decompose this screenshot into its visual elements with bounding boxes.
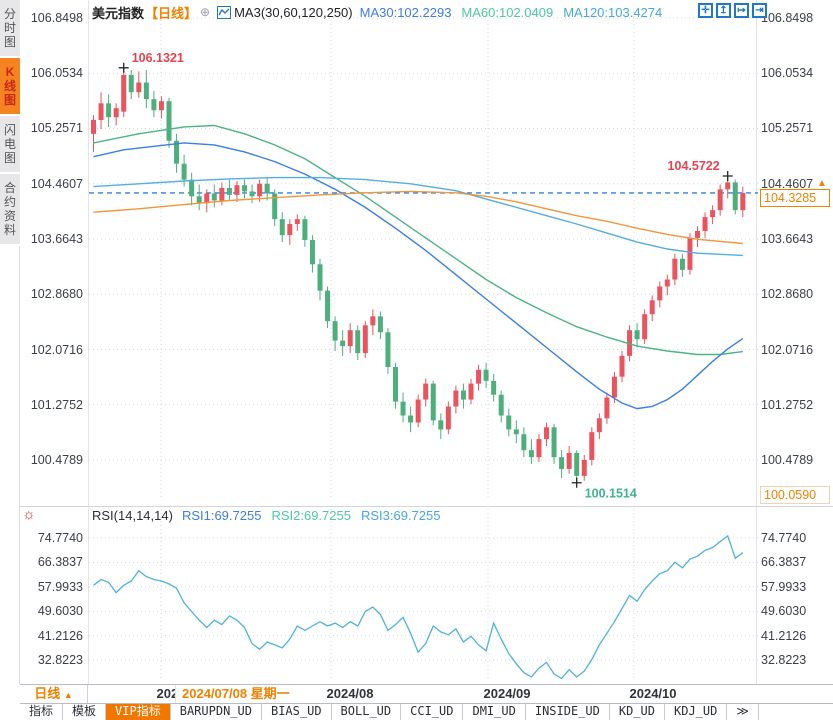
current-price-value: 104.3285: [764, 190, 817, 205]
rsi-indicator-chart[interactable]: [88, 507, 758, 684]
svg-text:100.1514: 100.1514: [585, 487, 637, 501]
y-axis-label: 102.8680: [30, 287, 83, 302]
indicator-tab-BIAS_UD[interactable]: BIAS_UD: [262, 704, 332, 720]
main-candlestick-chart[interactable]: 106.1321 104.5722 100.1514: [88, 0, 758, 506]
y-axis-label: 106.8498: [30, 11, 83, 25]
sidebar-tab-K线图[interactable]: K线图: [0, 58, 20, 116]
scale-right-icon[interactable]: ↦: [734, 3, 749, 18]
y-axis-label: 102.0716: [30, 342, 83, 357]
y-axis-label: 49.6030: [37, 604, 83, 619]
indicator-toolbar: 指标 模板 VIP指标 BARUPDN_UD BIAS_UD BOLL_UD CCI_UD D…: [20, 704, 833, 720]
svg-text:106.1321: 106.1321: [132, 51, 184, 65]
y-axis-label: 41.2126: [37, 628, 83, 643]
svg-text:104.5722: 104.5722: [668, 159, 720, 173]
sidebar-tab-闪电图[interactable]: 闪电图: [0, 116, 20, 174]
y-axis-label: 32.8223: [37, 653, 83, 667]
price-up-marker: ▲: [817, 177, 827, 189]
rsi-values: RSI1:69.7255 RSI2:69.7255 RSI3:69.7255: [182, 508, 441, 523]
indicator-tab-VIP指标[interactable]: VIP指标: [106, 704, 171, 720]
rsi-value-label: RSI3:69.7255: [360, 508, 441, 523]
pan-icon[interactable]: ✛: [698, 3, 713, 18]
y-axis-label: 100.4789: [761, 453, 814, 467]
indicator-tab-CCI_UD[interactable]: CCI_UD: [401, 704, 464, 720]
crosshair-date-label: 2024/07/08 星期一: [175, 685, 296, 703]
y-axis-right: 104.3285 ▲ 100.0590 106.8498 106.0534 105.…: [759, 0, 833, 720]
y-axis-label: 104.4607: [761, 176, 814, 191]
scale-left-icon[interactable]: ↥: [716, 3, 731, 18]
indicator-tab-模板[interactable]: 模板: [63, 704, 107, 720]
symbol-name: 美元指数: [92, 5, 145, 21]
ma-value-label: MA60:102.0409: [461, 4, 554, 20]
indicator-tab-BARUPDN_UD[interactable]: BARUPDN_UD: [171, 704, 262, 720]
chevron-up-icon: ▲: [63, 690, 73, 700]
ma-value-label: MA120:103.4274: [563, 4, 663, 20]
y-axis-label: 104.4607: [30, 176, 83, 191]
y-axis-label: 74.7740: [761, 531, 807, 545]
y-axis-label: 57.9933: [37, 579, 83, 594]
x-axis-month-label: 2024/08: [326, 686, 374, 701]
indicator-tab-DMI_UD[interactable]: DMI_UD: [463, 704, 526, 720]
sidebar-tab-分时图[interactable]: 分时图: [0, 0, 20, 58]
chart-type-sidebar: 分时图 K线图 闪电图 合约资料: [0, 0, 20, 684]
indicator-tab-INSIDE_UD[interactable]: INSIDE_UD: [526, 704, 610, 720]
indicator-tab-≫[interactable]: ≫: [727, 704, 759, 720]
y-axis-label: 105.2571: [761, 121, 814, 136]
rsi-value-label: RSI2:69.7255: [271, 508, 351, 523]
rsi-value-label: RSI1:69.7255: [181, 508, 262, 523]
y-axis-left: 106.8498 106.0534 105.2571 104.4607 103.6643…: [20, 0, 86, 720]
ma-values: MA30:102.2293 MA60:102.0409 MA120:103.4274: [360, 5, 663, 20]
y-axis-label: 101.2752: [761, 397, 814, 412]
y-axis-label: 102.0716: [761, 342, 814, 357]
panel-divider[interactable]: [20, 506, 833, 507]
y-axis-label: 102.8680: [761, 287, 814, 302]
y-axis-label: 106.0534: [761, 66, 814, 81]
y-axis-label: 74.7740: [37, 531, 83, 545]
sidebar-tab-合约资料[interactable]: 合约资料: [0, 174, 20, 246]
y-axis-label: 57.9933: [761, 579, 807, 594]
y-axis-label: 101.2752: [30, 397, 83, 412]
y-axis-label: 100.4789: [30, 453, 83, 467]
jump-latest-icon[interactable]: ⇥: [752, 3, 767, 18]
y-axis-label: 103.6643: [30, 232, 83, 246]
indicator-tab-KDJ_UD[interactable]: KDJ_UD: [665, 704, 728, 720]
y-axis-label: 66.3837: [761, 555, 807, 570]
y-axis-label: 106.0534: [30, 66, 83, 81]
indicator-tab-指标[interactable]: 指标: [20, 704, 64, 720]
period-tag: 【日线】: [145, 5, 198, 21]
indicator-settings-icon[interactable]: ☼: [22, 506, 36, 523]
x-axis-month-label: 2024/10: [629, 686, 677, 701]
ma-chart-icon: [217, 5, 232, 19]
range-low-label: 100.0590: [760, 486, 830, 504]
period-selector[interactable]: 日线 ▲: [20, 685, 88, 703]
main-chart-header: 美元指数 【日线】 ⊕ MA3(30,60,120,250) MA30:102.…: [92, 3, 662, 21]
period-selector-label: 日线: [34, 686, 61, 701]
rsi-title: RSI(14,14,14): [92, 508, 173, 523]
ma-group-label: MA3(30,60,120,250): [234, 4, 353, 20]
y-axis-label: 41.2126: [761, 628, 807, 643]
y-axis-label: 106.8498: [761, 11, 814, 25]
chart-toolbar-icons: ✛ ↥ ↦ ⇥: [698, 3, 767, 18]
y-axis-label: 49.6030: [761, 604, 807, 619]
y-axis-label: 66.3837: [37, 555, 83, 570]
ma-value-label: MA30:102.2293: [359, 4, 452, 20]
indicator-tab-KD_UD[interactable]: KD_UD: [610, 704, 665, 720]
y-axis-label: 105.2571: [30, 121, 83, 136]
rsi-header: RSI(14,14,14) RSI1:69.7255 RSI2:69.7255 RS…: [92, 508, 440, 523]
y-axis-label: 103.6643: [761, 232, 814, 246]
y-axis-label: 32.8223: [761, 653, 807, 667]
indicator-tab-BOLL_UD[interactable]: BOLL_UD: [332, 704, 402, 720]
current-price-tag: 104.3285: [760, 188, 830, 207]
x-axis-month-label: 2024/09: [483, 686, 531, 701]
link-icon[interactable]: ⊕: [200, 5, 211, 19]
